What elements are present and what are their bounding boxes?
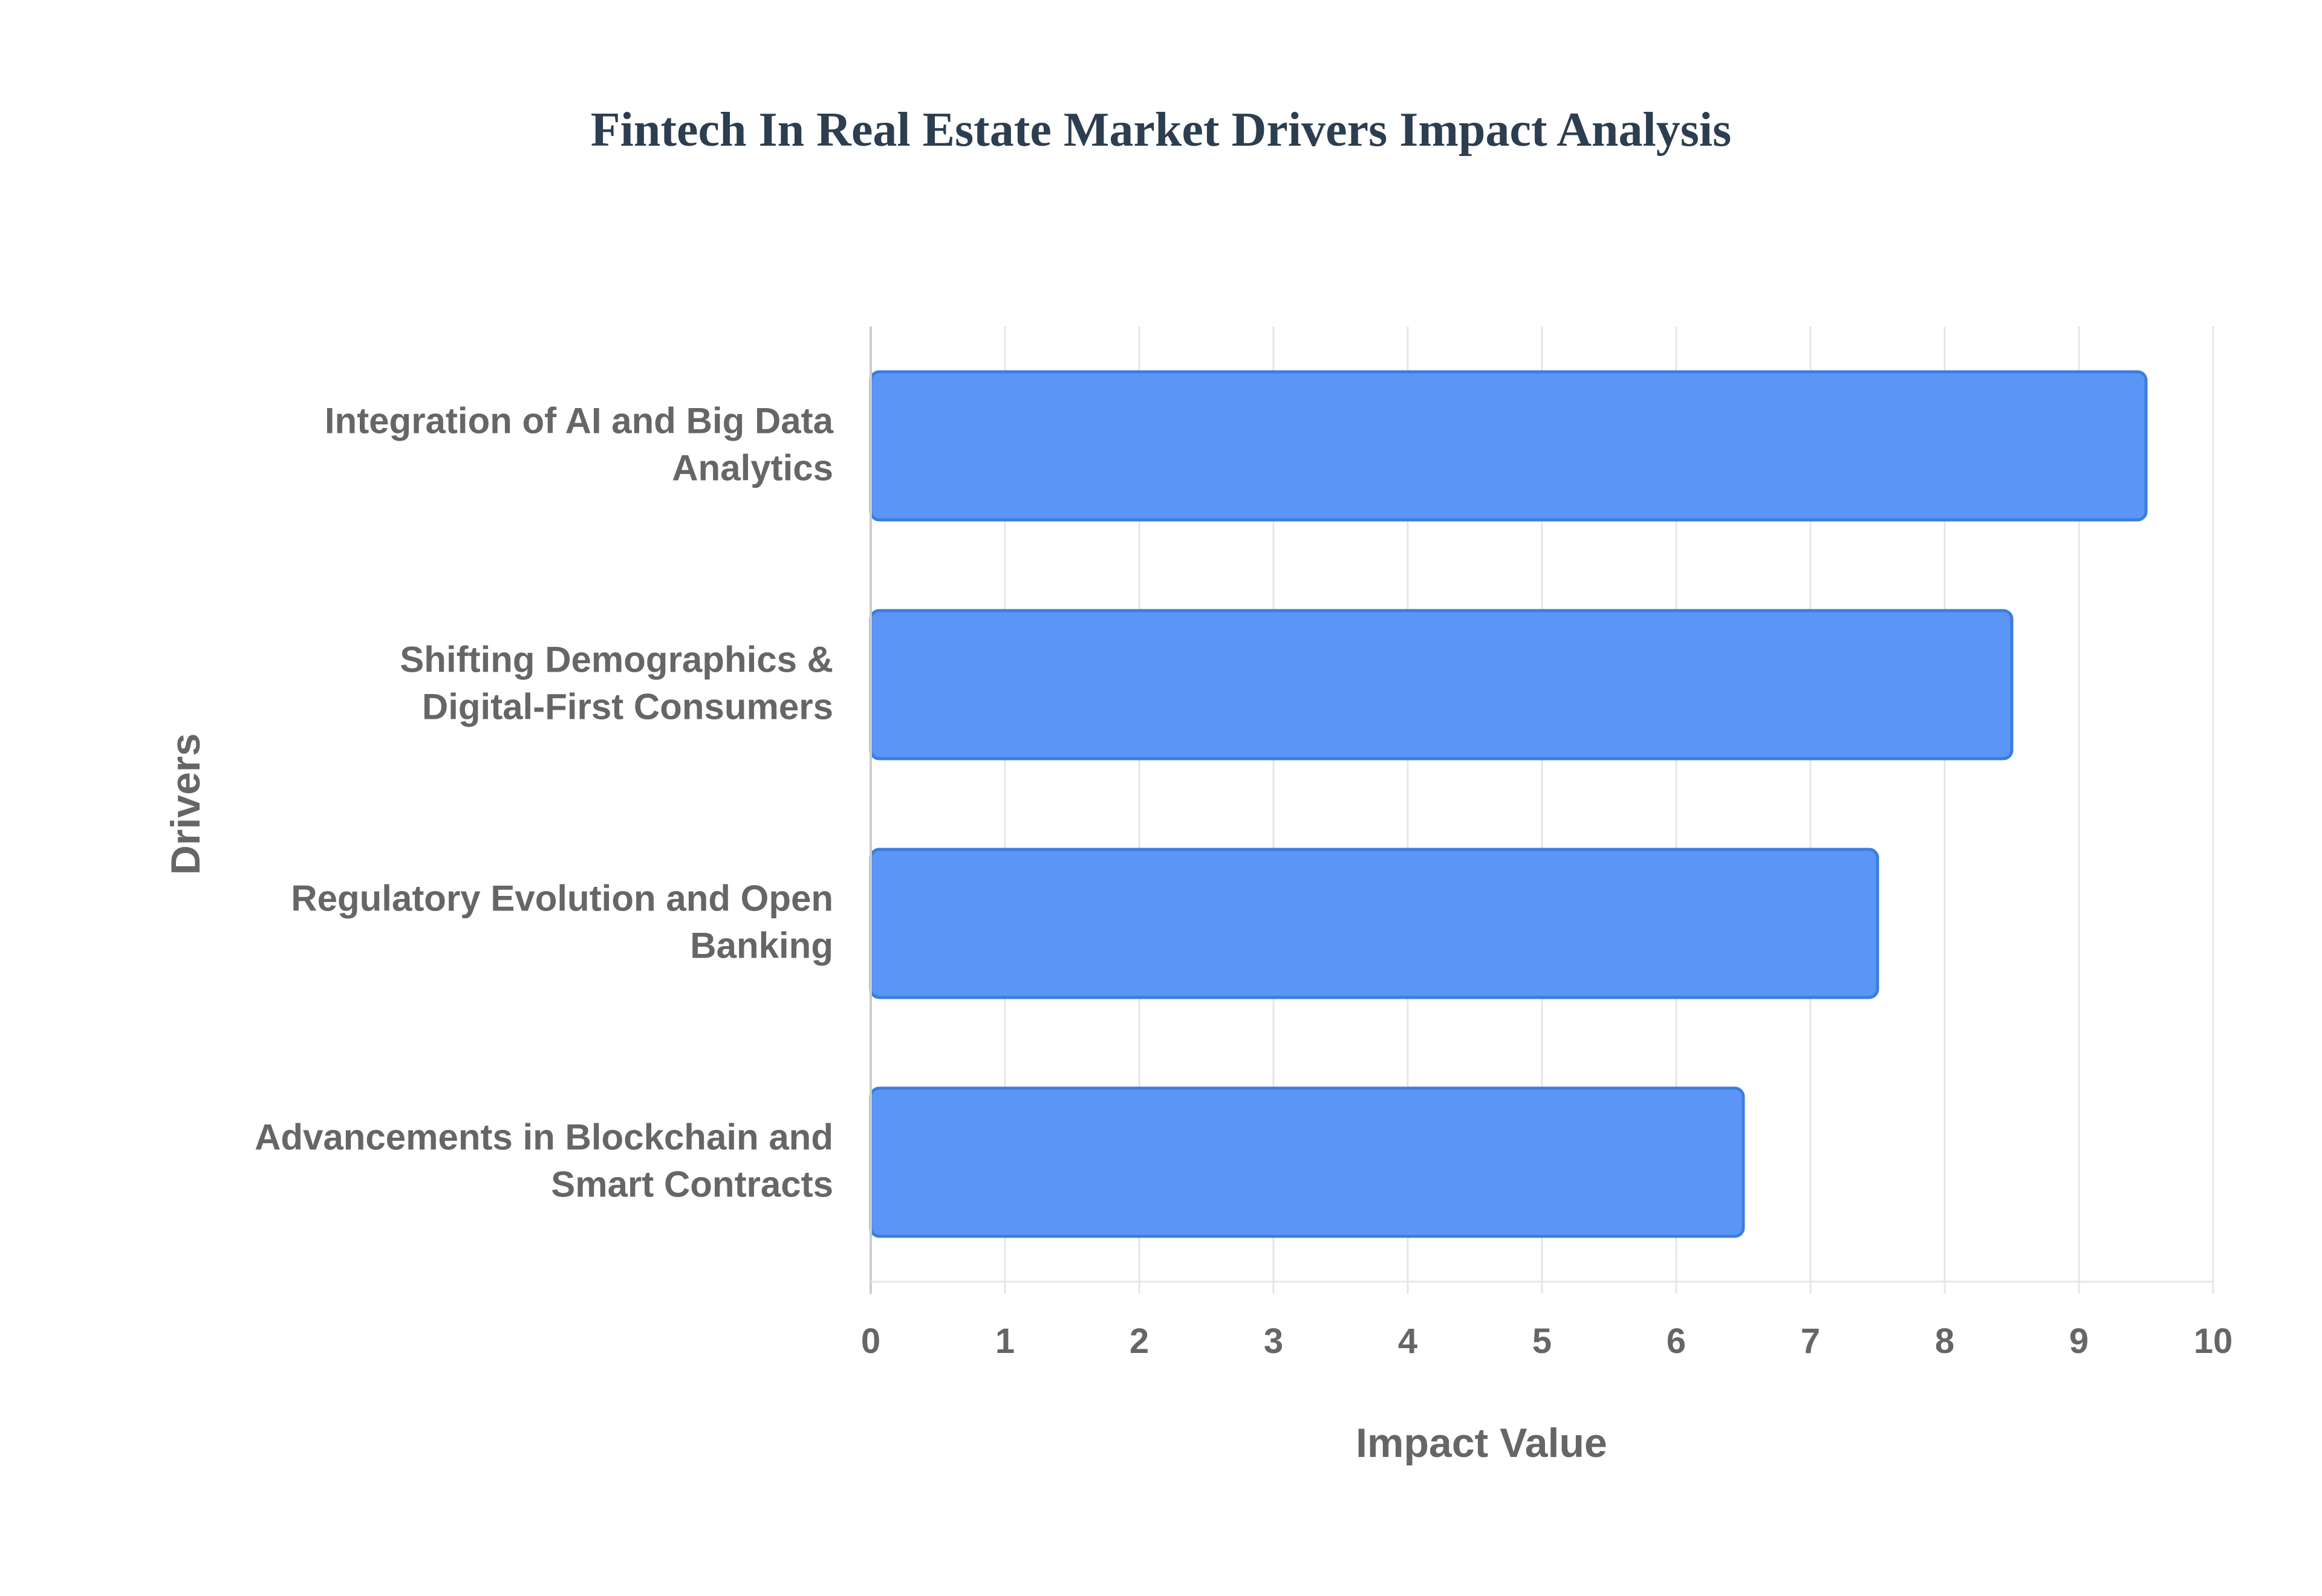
category-label: Shifting Demographics & Digital-First Con… [400, 640, 833, 727]
x-tick-label: 6 [1667, 1322, 1686, 1361]
x-tick-label: 10 [2194, 1322, 2233, 1361]
x-tick-label: 5 [1532, 1322, 1552, 1361]
category-label-line: Shifting Demographics & [400, 640, 833, 680]
category-label-line: Smart Contracts [551, 1164, 833, 1205]
x-tick-label: 0 [861, 1322, 880, 1361]
category-label: Integration of AI and Big Data Analytics [325, 401, 834, 488]
x-tick-label: 9 [2069, 1322, 2089, 1361]
category-label-line: Analytics [672, 448, 833, 488]
category-label: Regulatory Evolution and Open Banking [291, 878, 833, 966]
x-tick-label: 8 [1935, 1322, 1954, 1361]
x-tick-label: 1 [995, 1322, 1015, 1361]
x-tick-labels: 0 1 2 3 4 5 6 7 8 9 10 [861, 1322, 2233, 1361]
bar [869, 848, 1879, 999]
category-label-line: Advancements in Blockchain and [255, 1117, 833, 1158]
category-label-line: Banking [690, 926, 833, 966]
x-tick-label: 7 [1801, 1322, 1820, 1361]
category-label: Advancements in Blockchain and Smart Cont… [255, 1117, 833, 1205]
axes [870, 326, 2213, 1294]
category-label-line: Regulatory Evolution and Open [291, 878, 833, 919]
category-label-line: Digital-First Consumers [422, 687, 833, 727]
x-tick-label: 3 [1264, 1322, 1283, 1361]
y-axis-title: Drivers [163, 733, 209, 875]
x-tick-label: 2 [1130, 1322, 1149, 1361]
bars [869, 370, 2148, 1238]
chart-title: Fintech In Real Estate Market Drivers Im… [590, 103, 1732, 157]
bar [869, 370, 2148, 522]
x-axis-title: Impact Value [1356, 1420, 1607, 1466]
category-label-line: Integration of AI and Big Data [325, 401, 834, 441]
bar [869, 1086, 1745, 1238]
x-tick-label: 4 [1398, 1322, 1417, 1361]
bar [869, 609, 2014, 761]
category-labels: Integration of AI and Big Data Analytics S… [255, 401, 834, 1205]
